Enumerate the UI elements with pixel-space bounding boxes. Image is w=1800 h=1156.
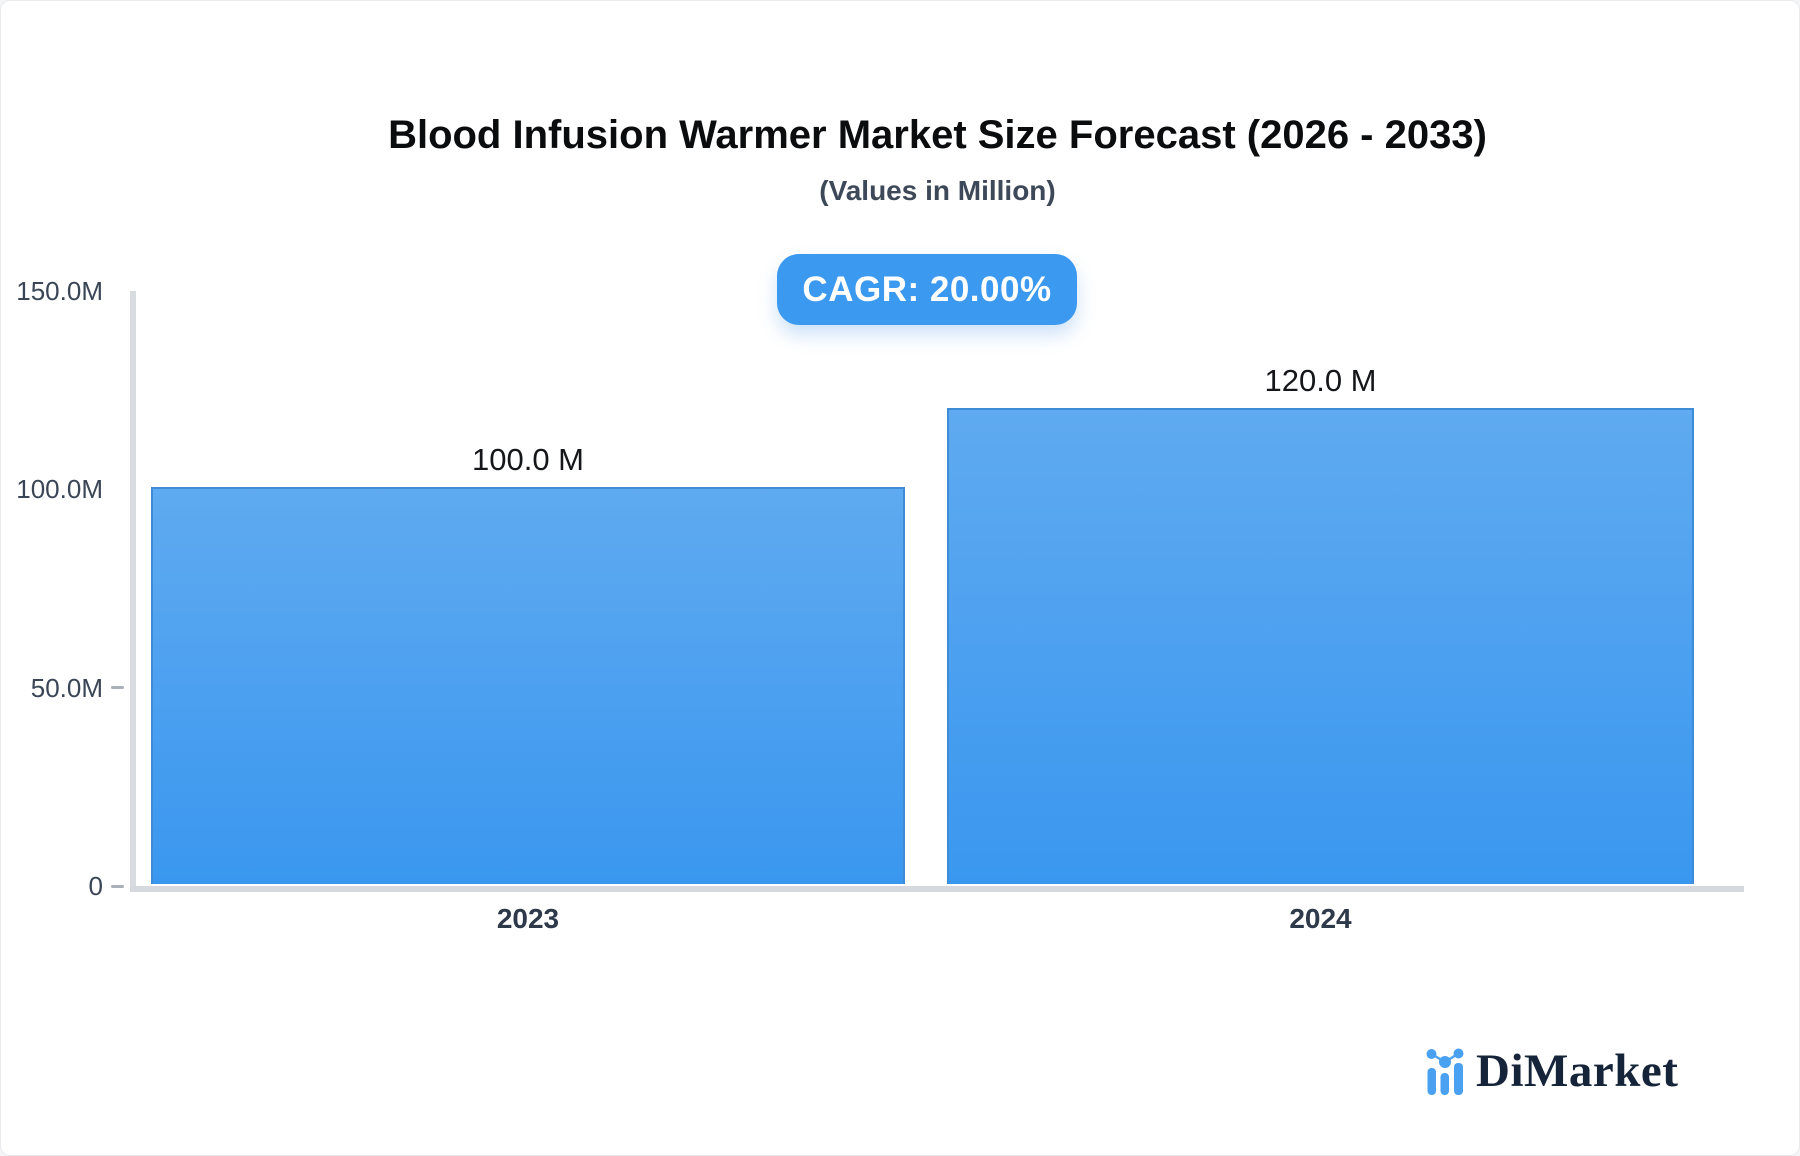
chart-subtitle: (Values in Million) — [819, 175, 1056, 206]
bar-chart-logo-icon — [1426, 1048, 1464, 1095]
bar-2024[interactable] — [947, 408, 1694, 884]
x-axis-line — [130, 886, 1744, 892]
bar-value-label-2023: 100.0 M — [471, 442, 584, 477]
bar-2023[interactable] — [151, 487, 905, 884]
y-tick-label-0: 0 — [88, 871, 103, 901]
y-tick-label-50m: 50.0M — [30, 673, 103, 703]
y-tick-mark-0 — [111, 885, 124, 888]
bar-value-label-2024: 120.0 M — [1264, 363, 1377, 398]
dimarket-logo[interactable]: DiMarket — [1426, 1043, 1678, 1099]
x-axis-label-2023: 2023 — [496, 903, 560, 934]
logo-wordmark: DiMarket — [1476, 1045, 1679, 1097]
x-axis-label-2024: 2024 — [1289, 903, 1352, 934]
chart-title: Blood Infusion Warmer Market Size Foreca… — [388, 113, 1487, 157]
y-tick-label-100m: 100.0M — [16, 474, 103, 504]
y-tick-label-150m: 150.0M — [16, 276, 103, 306]
y-axis-line — [130, 291, 136, 891]
y-tick-mark-50m — [111, 686, 124, 689]
cagr-badge: CAGR: 20.00% — [777, 254, 1077, 325]
